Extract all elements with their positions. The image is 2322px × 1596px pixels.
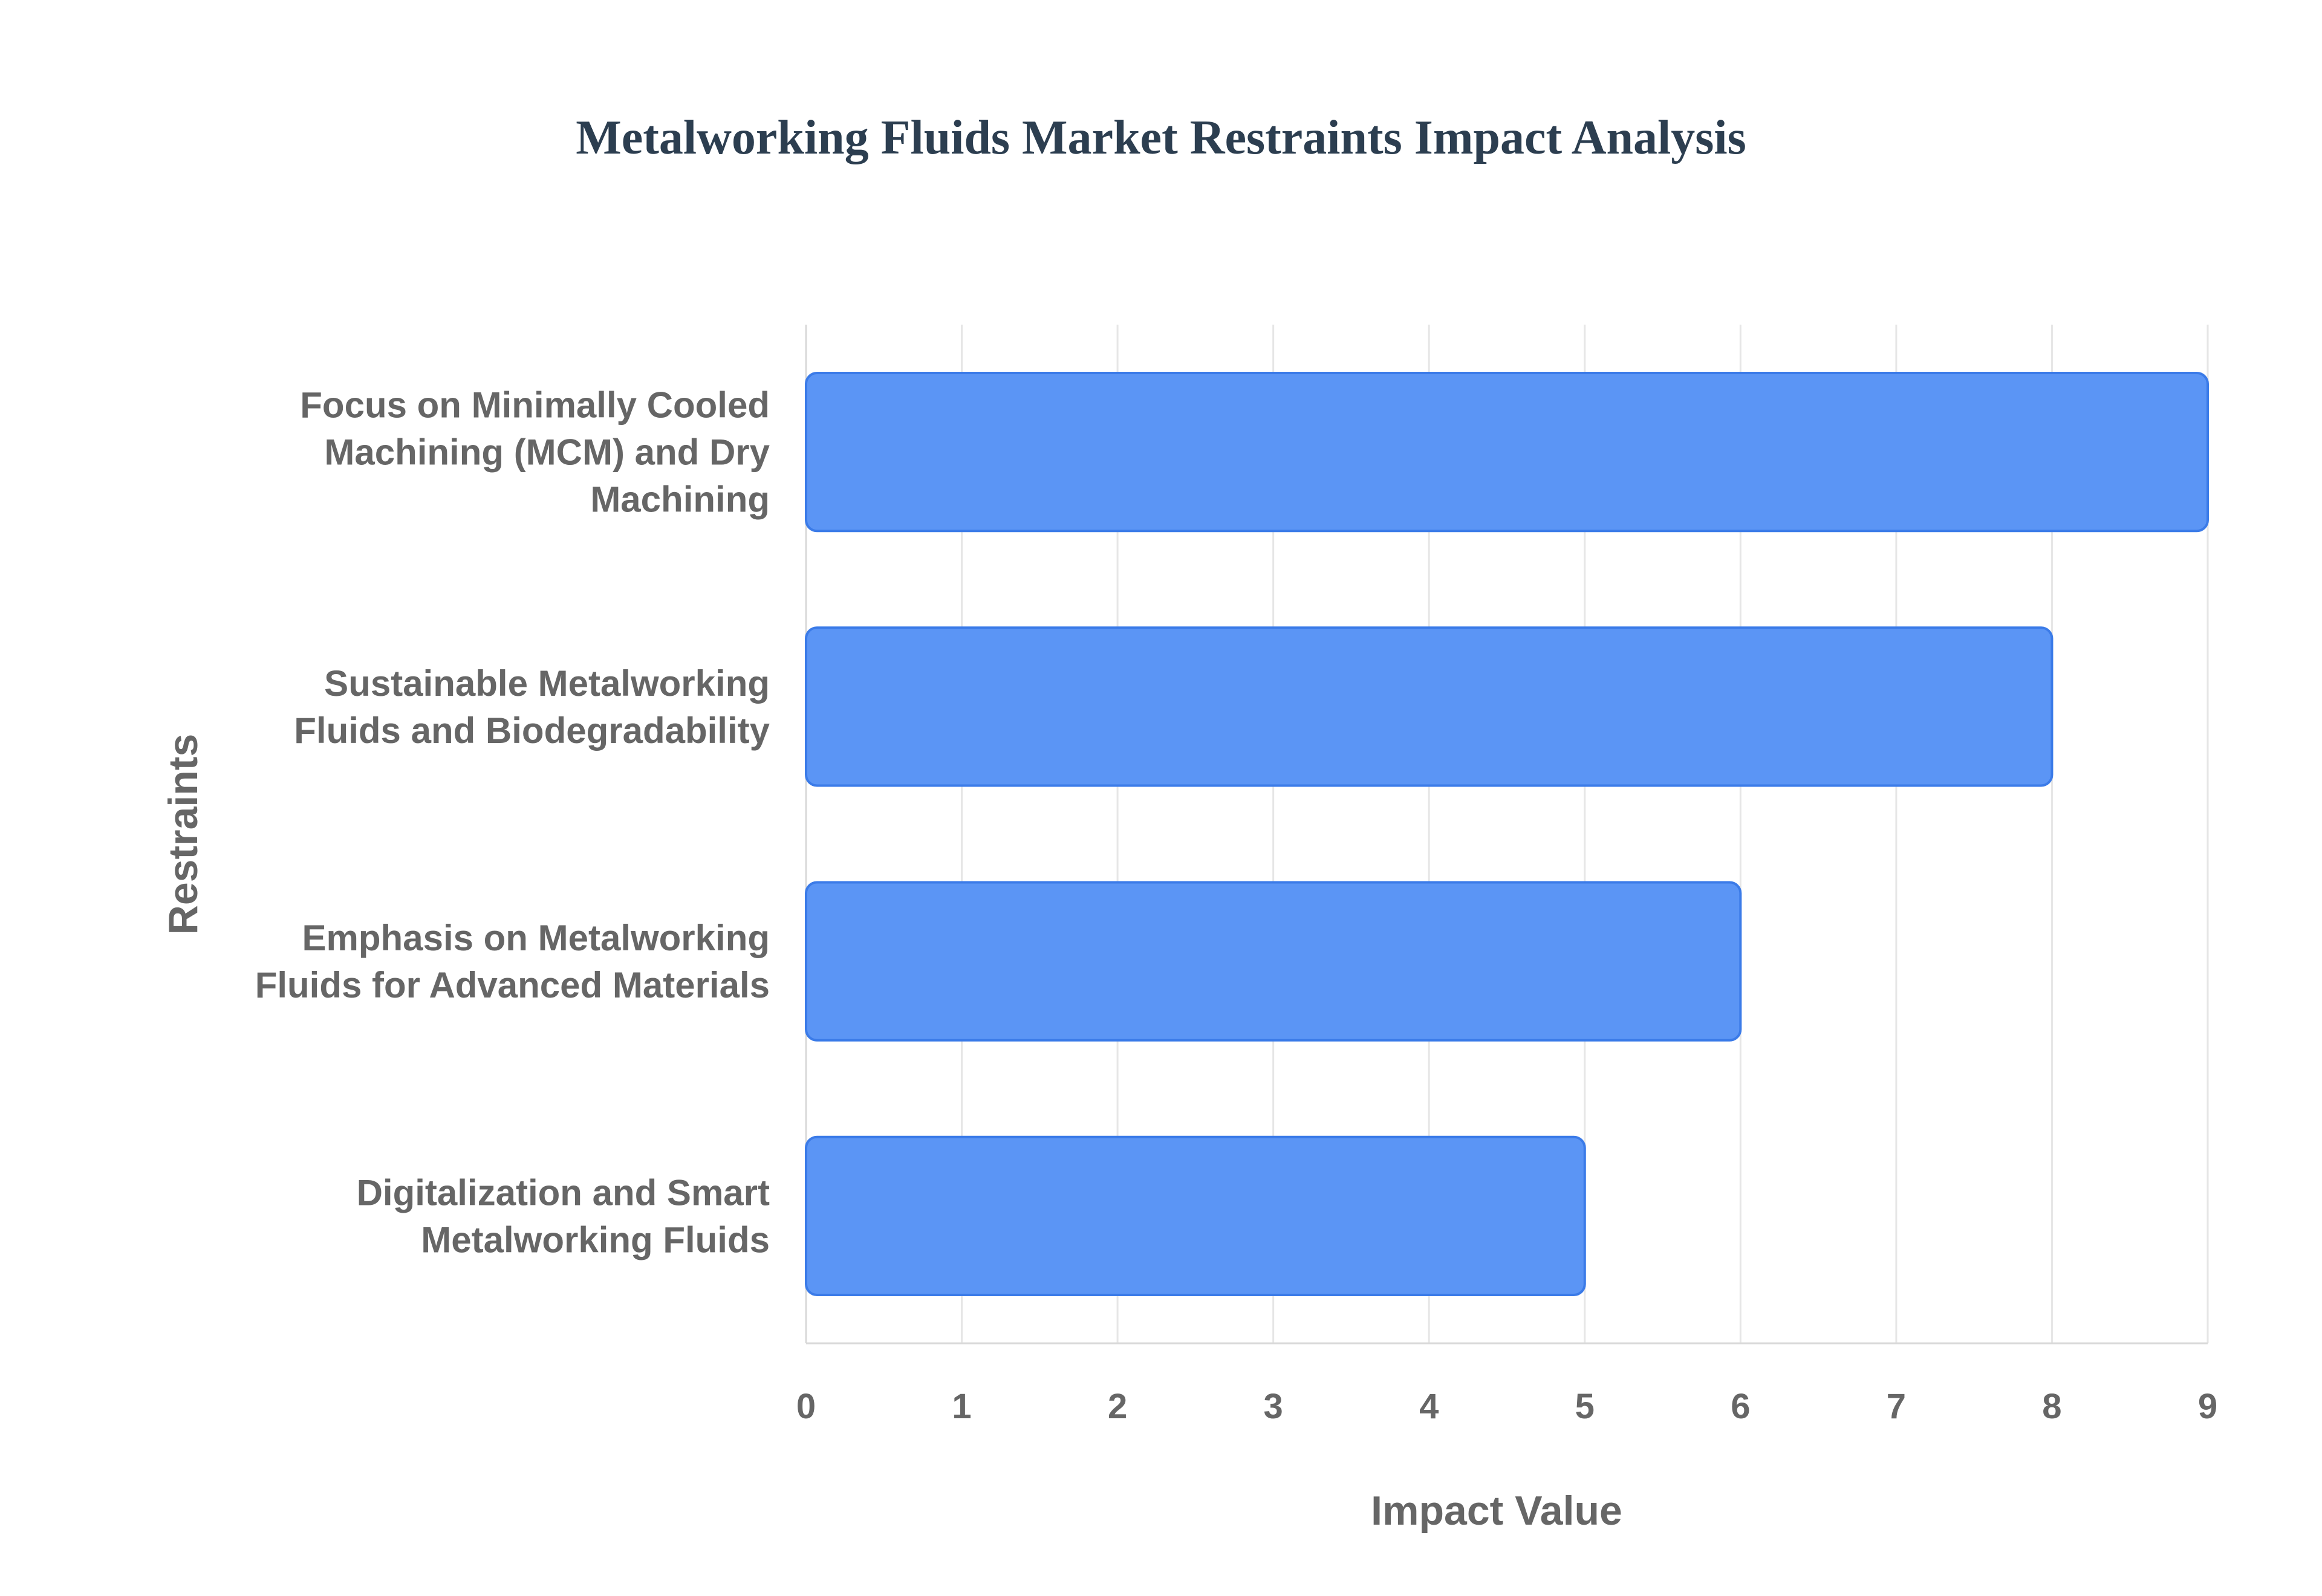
bar (805, 626, 2054, 787)
category-label: Focus on Minimally Cooled Machining (MCM)… (300, 385, 770, 520)
category-label: Sustainable Metalworking Fluids and Biode… (294, 663, 770, 751)
x-tick-label: 5 (1575, 1387, 1595, 1426)
x-tick-label: 8 (2042, 1387, 2061, 1426)
x-axis-title: Impact Value (1371, 1488, 1622, 1534)
x-tick-label: 2 (1108, 1387, 1127, 1426)
category-labels: Focus on Minimally Cooled Machining (MCM)… (255, 385, 770, 1260)
bar (805, 372, 2209, 533)
y-axis-title: Restraints (160, 734, 206, 935)
chart-title: Metalworking Fluids Market Restraints Im… (576, 111, 1746, 164)
x-tick-label: 6 (1731, 1387, 1750, 1426)
bar (805, 1135, 1586, 1296)
category-label: Digitalization and Smart Metalworking Flu… (357, 1172, 770, 1260)
x-axis-ticks: 0 1 2 3 4 5 6 7 8 9 (796, 1387, 2217, 1426)
category-label: Emphasis on Metalworking Fluids for Advan… (255, 918, 770, 1005)
x-tick-label: 1 (952, 1387, 971, 1426)
x-tick-label: 9 (2198, 1387, 2217, 1426)
bar (805, 881, 1742, 1042)
x-tick-label: 7 (1887, 1387, 1906, 1426)
x-tick-label: 0 (796, 1387, 816, 1426)
x-tick-label: 4 (1419, 1387, 1439, 1426)
x-tick-label: 3 (1264, 1387, 1283, 1426)
bars (805, 372, 2209, 1296)
